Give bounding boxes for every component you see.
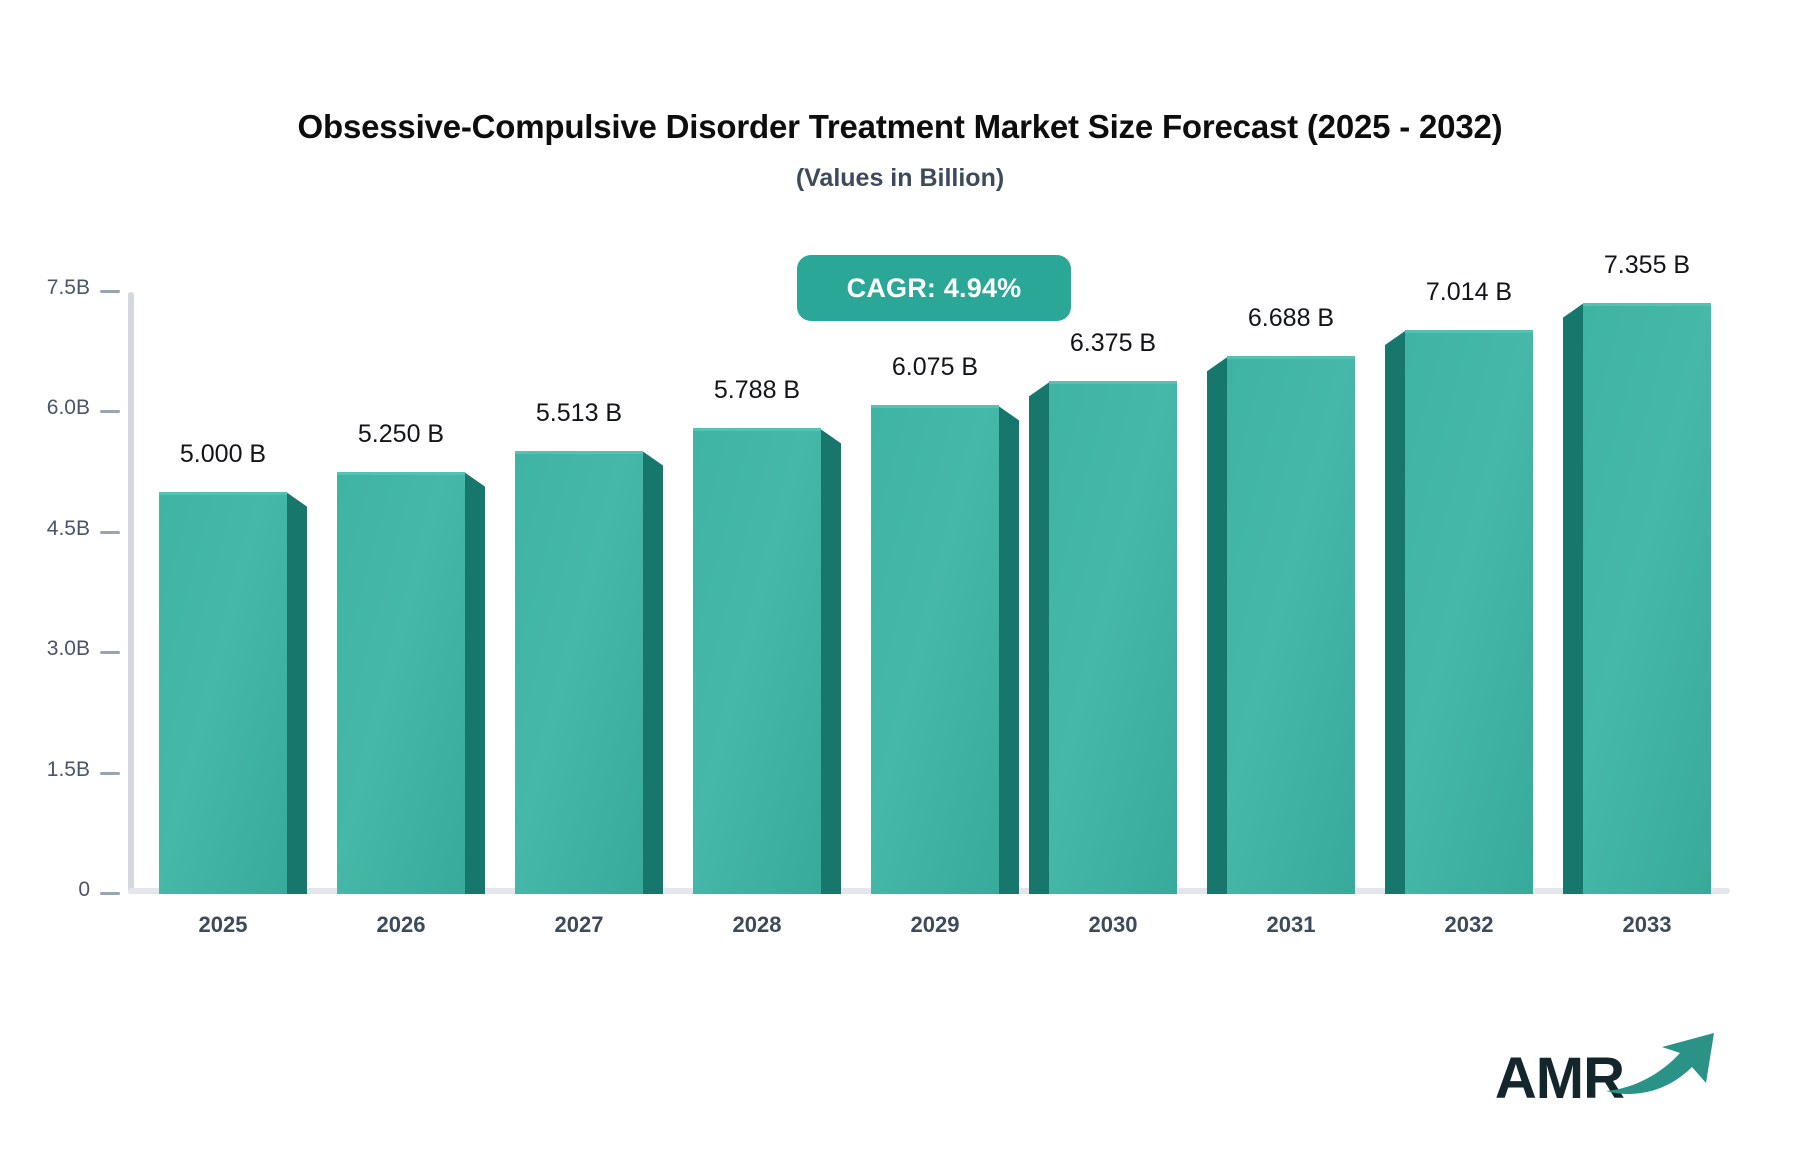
bar-side-face <box>1207 357 1227 894</box>
bar-front-face <box>1583 303 1711 894</box>
bar-top-face <box>693 428 821 432</box>
bar-top-face <box>159 491 287 495</box>
bar-body <box>159 491 307 894</box>
bar-2030: 6.375 B <box>1029 292 1177 894</box>
bar-front-face <box>1405 331 1533 894</box>
bar-2025: 5.000 B <box>159 292 307 894</box>
bar-value-label: 7.014 B <box>1425 278 1513 307</box>
x-label-2032: 2032 <box>1444 912 1494 937</box>
bar-front-face <box>159 492 287 894</box>
y-tick-mark <box>100 771 120 775</box>
bar-value-label: 6.075 B <box>891 353 979 382</box>
bar-value-label: 6.375 B <box>1069 329 1157 358</box>
x-label-2033: 2033 <box>1622 912 1672 937</box>
cagr-badge-label: CAGR: 4.94% <box>846 272 1022 303</box>
y-tick-label: 4.5B <box>46 516 90 540</box>
bar-series: 5.000 B 5.250 B 5.513 B 5.788 B 6.075 B 6.375… <box>128 251 1730 894</box>
x-axis-labels: 2025 2026 2027 2028 2029 2030 2031 2032 2033 <box>128 912 1730 952</box>
y-tick-label: 7.5B <box>46 276 90 299</box>
y-tick-mark <box>100 651 120 655</box>
bar-front-face <box>515 451 643 894</box>
bar-top-face <box>1049 381 1177 385</box>
chart-subtitle: (Values in Billion) <box>795 163 1005 192</box>
bar-top-face <box>515 450 643 454</box>
bar-front-face <box>693 429 821 894</box>
bar-front-face <box>1227 357 1355 894</box>
bar-front-face <box>871 406 999 894</box>
y-tick-mark <box>100 530 120 534</box>
y-tick-mark <box>100 410 120 414</box>
bar-2028: 5.788 B <box>693 292 841 894</box>
x-label-2026: 2026 <box>376 912 426 937</box>
x-label-2029: 2029 <box>910 912 960 937</box>
bar-top-face <box>1227 356 1355 360</box>
bar-side-face <box>643 451 663 894</box>
bar-side-face <box>999 406 1019 894</box>
bar-top-face <box>337 471 465 475</box>
logo-text: AMR <box>1494 1046 1625 1111</box>
x-label-2031: 2031 <box>1266 912 1316 937</box>
y-tick-mark <box>100 892 120 895</box>
bar-front-face <box>337 472 465 894</box>
y-axis-line <box>128 292 134 894</box>
plot-area: 0 1.5B 3.0B 4.5B 6.0B 7.5B 5.000 B 5.250 B 5.51… <box>47 251 1730 901</box>
bar-body <box>871 405 1019 894</box>
bar-side-face <box>465 472 485 894</box>
bar-side-face <box>1385 331 1405 894</box>
bar-body <box>1029 381 1177 894</box>
page-title: Obsessive-Compulsive Disorder Treatment … <box>297 108 1503 145</box>
y-tick-label: 0 <box>78 878 90 901</box>
x-label-2025: 2025 <box>198 912 248 937</box>
bar-value-label: 5.000 B <box>179 439 267 468</box>
bar-side-face <box>1029 382 1049 894</box>
y-tick-label: 3.0B <box>46 637 90 661</box>
bar-2031: 6.688 B <box>1207 292 1355 894</box>
y-tick-label: 6.0B <box>46 396 90 420</box>
growth-arrow-icon <box>1602 1029 1722 1106</box>
bar-value-label: 7.355 B <box>1603 250 1691 279</box>
bar-body <box>1563 302 1711 894</box>
bar-side-face <box>287 492 307 894</box>
x-label-2030: 2030 <box>1088 912 1138 937</box>
bar-top-face <box>1583 302 1711 306</box>
bar-value-label: 6.688 B <box>1247 304 1335 333</box>
x-label-2027: 2027 <box>554 912 604 937</box>
chart-header: Obsessive-Compulsive Disorder Treatment … <box>0 0 1800 193</box>
amr-logo: AMR <box>1495 1031 1744 1108</box>
bar-body <box>1385 330 1533 894</box>
bar-body <box>515 450 663 894</box>
bar-value-label: 5.250 B <box>357 419 445 448</box>
bar-2027: 5.513 B <box>515 292 663 894</box>
bar-body <box>1207 356 1355 894</box>
bar-body <box>337 471 485 894</box>
bar-side-face <box>1563 303 1583 894</box>
cagr-badge: CAGR: 4.94% <box>797 255 1071 321</box>
bar-value-label: 5.788 B <box>713 376 801 405</box>
bar-2026: 5.250 B <box>337 292 485 894</box>
x-label-2028: 2028 <box>732 912 782 937</box>
bar-side-face <box>821 429 841 894</box>
y-tick-label: 1.5B <box>46 757 90 781</box>
y-tick-mark <box>100 290 120 293</box>
bar-2033: 7.355 B <box>1563 251 1711 894</box>
bar-2032: 7.014 B <box>1385 278 1533 894</box>
bar-top-face <box>1405 330 1533 334</box>
bar-top-face <box>871 405 999 409</box>
bar-front-face <box>1049 382 1177 894</box>
bar-body <box>693 428 841 894</box>
bar-2029: 6.075 B <box>871 292 1019 894</box>
bar-value-label: 5.513 B <box>535 398 623 427</box>
